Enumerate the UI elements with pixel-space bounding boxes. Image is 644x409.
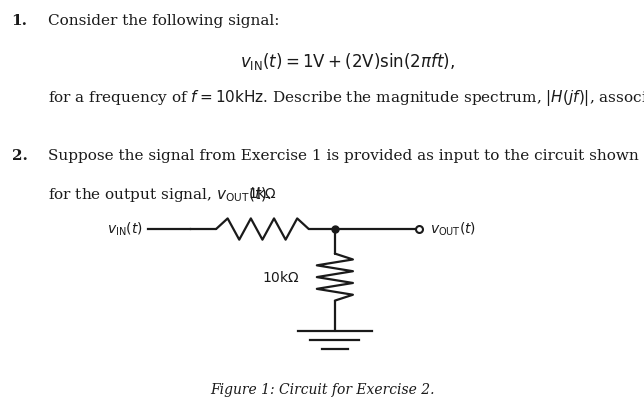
Text: $1\mathrm{k}\Omega$: $1\mathrm{k}\Omega$ xyxy=(248,186,277,201)
Text: $v_{\mathrm{OUT}}(t)$: $v_{\mathrm{OUT}}(t)$ xyxy=(430,220,477,238)
Text: for the output signal, $v_{\mathrm{OUT}}(t)$.: for the output signal, $v_{\mathrm{OUT}}… xyxy=(48,185,272,204)
Text: Consider the following signal:: Consider the following signal: xyxy=(48,14,279,28)
Text: Figure 1: Circuit for Exercise 2.: Figure 1: Circuit for Exercise 2. xyxy=(210,383,434,397)
Text: Suppose the signal from Exercise 1 is provided as input to the circuit shown in : Suppose the signal from Exercise 1 is pr… xyxy=(48,149,644,163)
Text: 1.: 1. xyxy=(12,14,28,28)
Text: $10\mathrm{k}\Omega$: $10\mathrm{k}\Omega$ xyxy=(261,270,299,285)
Text: for a frequency of $f = 10\mathrm{kHz}$. Describe the magnitude spectrum, $|H(jf: for a frequency of $f = 10\mathrm{kHz}$.… xyxy=(48,88,644,108)
Text: $v_{\mathrm{IN}}(t)$: $v_{\mathrm{IN}}(t)$ xyxy=(107,220,143,238)
Text: 2.: 2. xyxy=(12,149,28,163)
Text: $v_{\mathrm{IN}}(t) = 1\mathrm{V} + (2\mathrm{V})\sin(2\pi ft),$: $v_{\mathrm{IN}}(t) = 1\mathrm{V} + (2\m… xyxy=(240,51,455,72)
